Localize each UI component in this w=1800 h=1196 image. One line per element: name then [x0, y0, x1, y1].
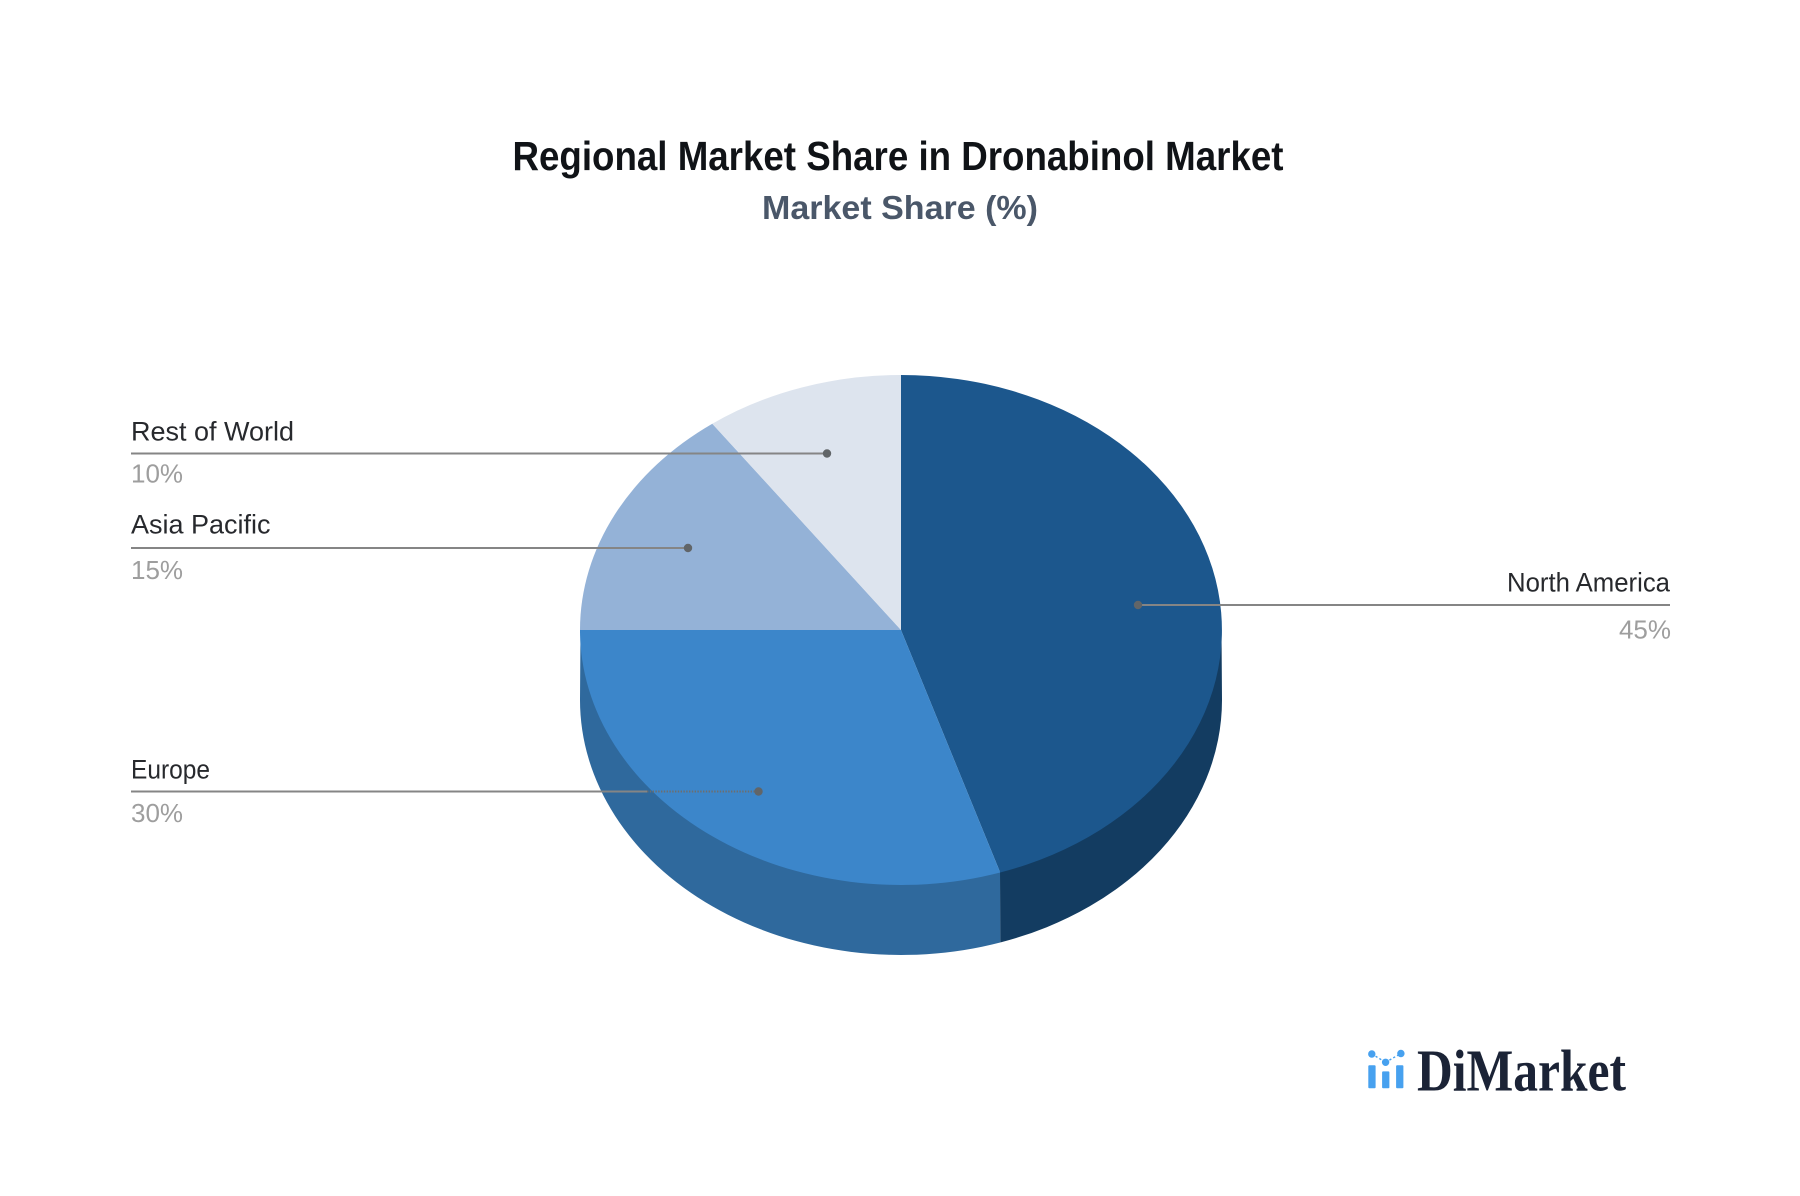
svg-text:10%: 10% [131, 459, 183, 489]
svg-text:DiMarket: DiMarket [1417, 1038, 1626, 1104]
svg-text:Regional Market Share in Drona: Regional Market Share in Dronabinol Mark… [513, 133, 1284, 179]
svg-text:North America: North America [1507, 568, 1671, 598]
svg-text:Europe: Europe [131, 755, 210, 785]
svg-text:15%: 15% [131, 555, 183, 585]
svg-text:30%: 30% [131, 798, 183, 828]
svg-text:Rest of World: Rest of World [131, 417, 294, 447]
svg-text:Asia Pacific: Asia Pacific [131, 510, 271, 540]
svg-text:45%: 45% [1619, 615, 1671, 645]
svg-text:Market Share (%): Market Share (%) [762, 189, 1038, 226]
